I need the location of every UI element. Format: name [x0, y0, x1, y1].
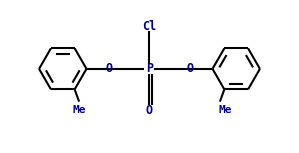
Text: O: O	[186, 62, 193, 75]
Text: Me: Me	[218, 105, 232, 115]
Text: O: O	[146, 104, 153, 117]
Text: P: P	[146, 62, 153, 75]
Text: O: O	[106, 62, 113, 75]
Text: Me: Me	[72, 105, 86, 115]
Text: Cl: Cl	[142, 20, 157, 32]
